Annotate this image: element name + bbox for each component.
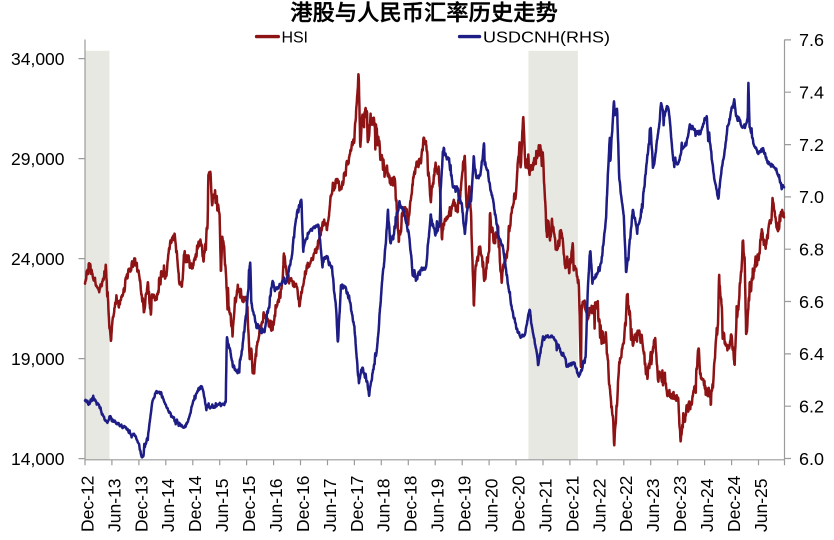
svg-text:Dec-22: Dec-22: [616, 476, 636, 532]
svg-text:Jun-20: Jun-20: [482, 478, 502, 532]
svg-text:24,000: 24,000: [11, 249, 65, 269]
svg-text:HSI: HSI: [282, 29, 309, 46]
svg-text:Dec-12: Dec-12: [77, 476, 97, 532]
svg-text:Jun-13: Jun-13: [104, 478, 124, 532]
svg-text:Jun-21: Jun-21: [535, 478, 555, 532]
svg-text:34,000: 34,000: [11, 49, 65, 69]
svg-text:Jun-14: Jun-14: [158, 478, 178, 532]
svg-text:Jun-23: Jun-23: [643, 478, 663, 532]
svg-text:Jun-24: Jun-24: [697, 478, 717, 532]
svg-text:Dec-24: Dec-24: [724, 475, 744, 532]
svg-text:Dec-13: Dec-13: [131, 476, 151, 532]
svg-text:USDCNH(RHS): USDCNH(RHS): [483, 29, 610, 46]
svg-text:Jun-22: Jun-22: [589, 478, 609, 532]
svg-text:Dec-14: Dec-14: [185, 475, 205, 532]
svg-text:29,000: 29,000: [11, 149, 65, 169]
svg-text:6.4: 6.4: [799, 344, 824, 364]
svg-text:Jun-16: Jun-16: [266, 478, 286, 532]
svg-text:Dec-21: Dec-21: [562, 476, 582, 532]
svg-text:Dec-20: Dec-20: [508, 475, 528, 532]
svg-text:Dec-18: Dec-18: [401, 476, 421, 532]
svg-text:7.4: 7.4: [799, 83, 824, 103]
svg-text:Dec-23: Dec-23: [670, 476, 690, 532]
svg-text:Dec-15: Dec-15: [239, 476, 259, 532]
svg-text:Jun-25: Jun-25: [751, 478, 771, 532]
svg-text:19,000: 19,000: [11, 349, 65, 369]
svg-text:7.6: 7.6: [799, 30, 824, 50]
svg-text:7.0: 7.0: [799, 187, 824, 207]
svg-text:Jun-18: Jun-18: [374, 478, 394, 532]
svg-text:7.2: 7.2: [799, 135, 824, 155]
svg-text:Jun-17: Jun-17: [320, 478, 340, 532]
svg-text:6.8: 6.8: [799, 240, 824, 260]
svg-text:Dec-16: Dec-16: [293, 476, 313, 532]
svg-text:14,000: 14,000: [11, 449, 65, 469]
svg-text:6.6: 6.6: [799, 292, 824, 312]
svg-text:Dec-19: Dec-19: [455, 476, 475, 532]
svg-text:6.2: 6.2: [799, 397, 824, 417]
svg-text:Jun-15: Jun-15: [212, 478, 232, 532]
svg-text:6.0: 6.0: [799, 449, 824, 469]
svg-text:Dec-17: Dec-17: [347, 476, 367, 532]
svg-text:Jun-19: Jun-19: [428, 478, 448, 532]
